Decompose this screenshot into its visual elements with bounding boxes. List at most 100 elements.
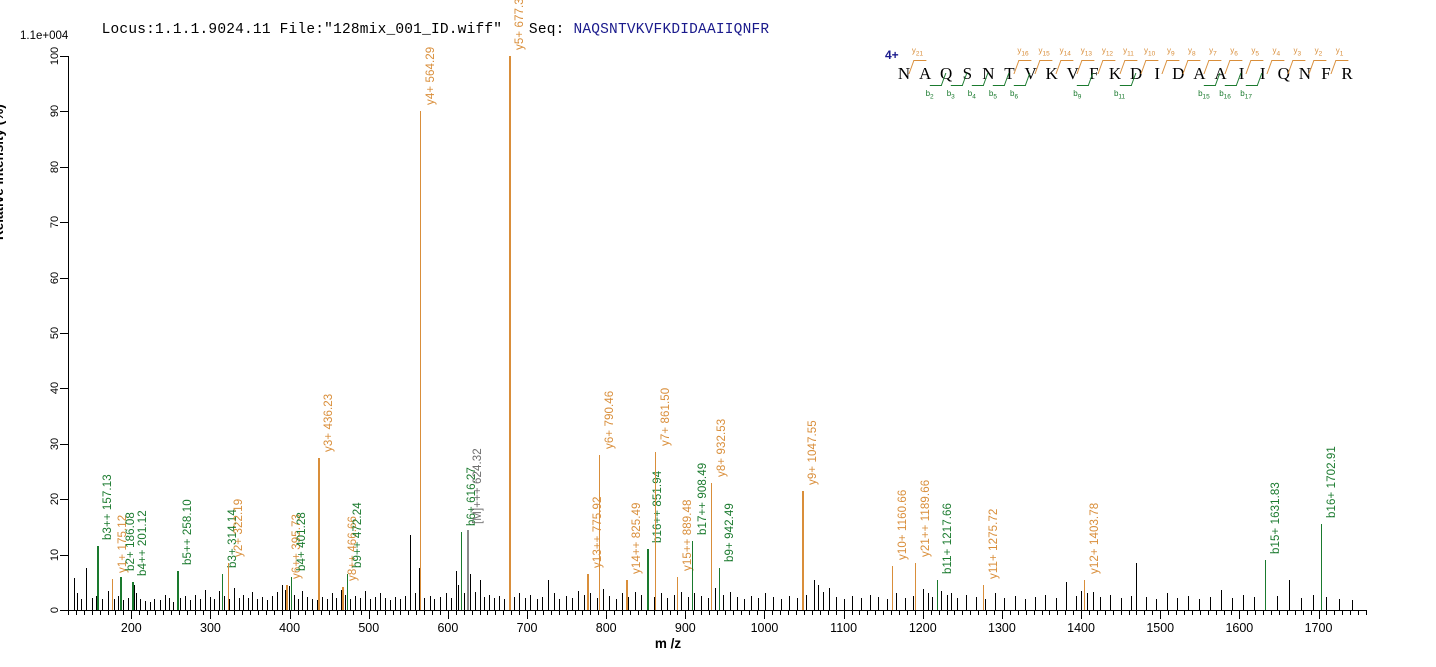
x-axis-tick bbox=[788, 610, 790, 615]
x-axis-tick bbox=[1176, 610, 1178, 615]
y-axis-tick bbox=[60, 554, 68, 556]
annotated-peak[interactable] bbox=[342, 586, 344, 610]
annotated-peak[interactable] bbox=[509, 56, 511, 610]
x-axis-tick bbox=[265, 610, 267, 615]
annotated-peak[interactable] bbox=[132, 582, 134, 610]
annotated-peak[interactable] bbox=[97, 546, 99, 610]
x-axis-tick bbox=[479, 610, 481, 615]
annotated-peak[interactable] bbox=[419, 111, 422, 610]
x-axis-tick bbox=[748, 610, 750, 615]
noise-peak bbox=[828, 587, 830, 610]
noise-peak bbox=[499, 595, 501, 610]
noise-peak bbox=[117, 595, 119, 610]
annotated-peak[interactable] bbox=[891, 565, 894, 610]
annotated-peak[interactable] bbox=[460, 532, 463, 610]
x-axis-tick-label: 1400 bbox=[1067, 621, 1095, 635]
x-axis-tick bbox=[1025, 610, 1027, 615]
y-axis-tick bbox=[60, 277, 68, 279]
annotated-peak[interactable] bbox=[111, 578, 114, 610]
noise-peak bbox=[252, 592, 254, 610]
noise-peak bbox=[149, 601, 151, 610]
noise-peak bbox=[1087, 593, 1089, 610]
annotated-peak[interactable] bbox=[228, 562, 230, 610]
annotated-peak[interactable] bbox=[692, 540, 694, 610]
annotated-peak[interactable] bbox=[346, 574, 349, 610]
noise-peak bbox=[578, 591, 580, 610]
peak-label: y10+ 1160.66 bbox=[896, 489, 909, 560]
b-ion-label: b2 bbox=[925, 89, 934, 101]
noise-peak bbox=[180, 597, 182, 610]
annotated-peak[interactable] bbox=[467, 529, 469, 610]
noise-peak bbox=[1166, 593, 1168, 610]
y-axis-tick bbox=[60, 56, 68, 57]
x-axis-tick bbox=[1168, 610, 1170, 615]
y-axis-tick bbox=[60, 111, 68, 113]
noise-peak bbox=[80, 598, 82, 610]
y-axis-line: 0 10 20 30 40 50 60 70 80 90 100 bbox=[49, 47, 69, 613]
y-ion-label: y3 bbox=[1293, 46, 1302, 58]
x-axis-tick bbox=[281, 610, 283, 615]
annotated-peak[interactable] bbox=[1084, 579, 1086, 610]
x-axis-tick bbox=[297, 610, 299, 615]
noise-peak bbox=[1092, 592, 1094, 610]
noise-peak bbox=[680, 592, 682, 610]
noise-peak bbox=[994, 593, 996, 610]
b-ion-tick bbox=[1245, 73, 1263, 86]
x-axis-tick bbox=[360, 610, 362, 615]
y-axis-tick bbox=[60, 166, 68, 168]
x-axis-tick-label: 200 bbox=[120, 621, 142, 635]
x-axis-tick bbox=[1073, 610, 1075, 615]
b-ion-label: b3 bbox=[946, 89, 955, 101]
peak-label: b16+ 1702.91 bbox=[1325, 446, 1338, 519]
annotated-peak[interactable] bbox=[802, 490, 804, 610]
y-axis-tick bbox=[60, 443, 68, 445]
annotated-peak[interactable] bbox=[654, 452, 657, 610]
x-axis-tick bbox=[99, 610, 101, 615]
annotated-peak[interactable] bbox=[647, 549, 649, 610]
annotated-peak[interactable] bbox=[982, 585, 985, 610]
b-ion-tick bbox=[1013, 73, 1031, 86]
x-axis-tick bbox=[1104, 610, 1106, 615]
x-axis-tick bbox=[439, 610, 441, 615]
noise-peak bbox=[209, 596, 211, 610]
annotated-peak[interactable] bbox=[711, 482, 713, 610]
b-ion-tick bbox=[1224, 73, 1242, 86]
noise-peak bbox=[284, 590, 286, 610]
annotated-peak[interactable] bbox=[626, 579, 628, 610]
annotated-peak[interactable] bbox=[914, 562, 916, 610]
annotated-peak[interactable] bbox=[936, 579, 939, 610]
annotated-peak[interactable] bbox=[290, 576, 292, 610]
x-axis-tick bbox=[170, 610, 172, 615]
noise-peak bbox=[1110, 594, 1112, 610]
noise-peak bbox=[311, 598, 313, 610]
x-axis-tick bbox=[914, 610, 916, 615]
x-axis-tick bbox=[289, 610, 291, 619]
annotated-peak[interactable] bbox=[1320, 524, 1323, 610]
header-gap-1 bbox=[271, 22, 280, 38]
b-ion-label: b16 bbox=[1219, 89, 1231, 101]
annotated-peak[interactable] bbox=[598, 454, 601, 610]
sequence-residue: T bbox=[1004, 64, 1015, 83]
annotated-peak[interactable] bbox=[718, 568, 721, 610]
y-ion-label: y16 bbox=[1017, 46, 1029, 58]
sequence-residue: D bbox=[1172, 64, 1185, 83]
x-axis-tick bbox=[432, 610, 434, 615]
annotated-peak[interactable] bbox=[587, 574, 589, 610]
noise-peak bbox=[940, 591, 942, 610]
annotated-peak[interactable] bbox=[120, 576, 122, 610]
annotated-peak[interactable] bbox=[318, 457, 320, 610]
peak-label: y14++ 825.49 bbox=[631, 501, 644, 574]
annotated-peak[interactable] bbox=[286, 585, 288, 610]
annotated-peak[interactable] bbox=[221, 574, 224, 610]
x-axis-tick bbox=[345, 610, 346, 615]
x-axis-tick bbox=[1112, 610, 1114, 615]
x-axis-tick bbox=[131, 610, 133, 619]
annotated-peak[interactable] bbox=[1264, 560, 1266, 610]
x-axis-tick bbox=[1041, 610, 1043, 615]
x-axis-tick bbox=[614, 610, 616, 615]
annotated-peak[interactable] bbox=[177, 571, 179, 610]
x-axis-tick bbox=[811, 610, 813, 615]
annotated-peak[interactable] bbox=[677, 576, 679, 610]
noise-peak bbox=[519, 593, 521, 610]
x-axis-tick bbox=[883, 610, 885, 615]
